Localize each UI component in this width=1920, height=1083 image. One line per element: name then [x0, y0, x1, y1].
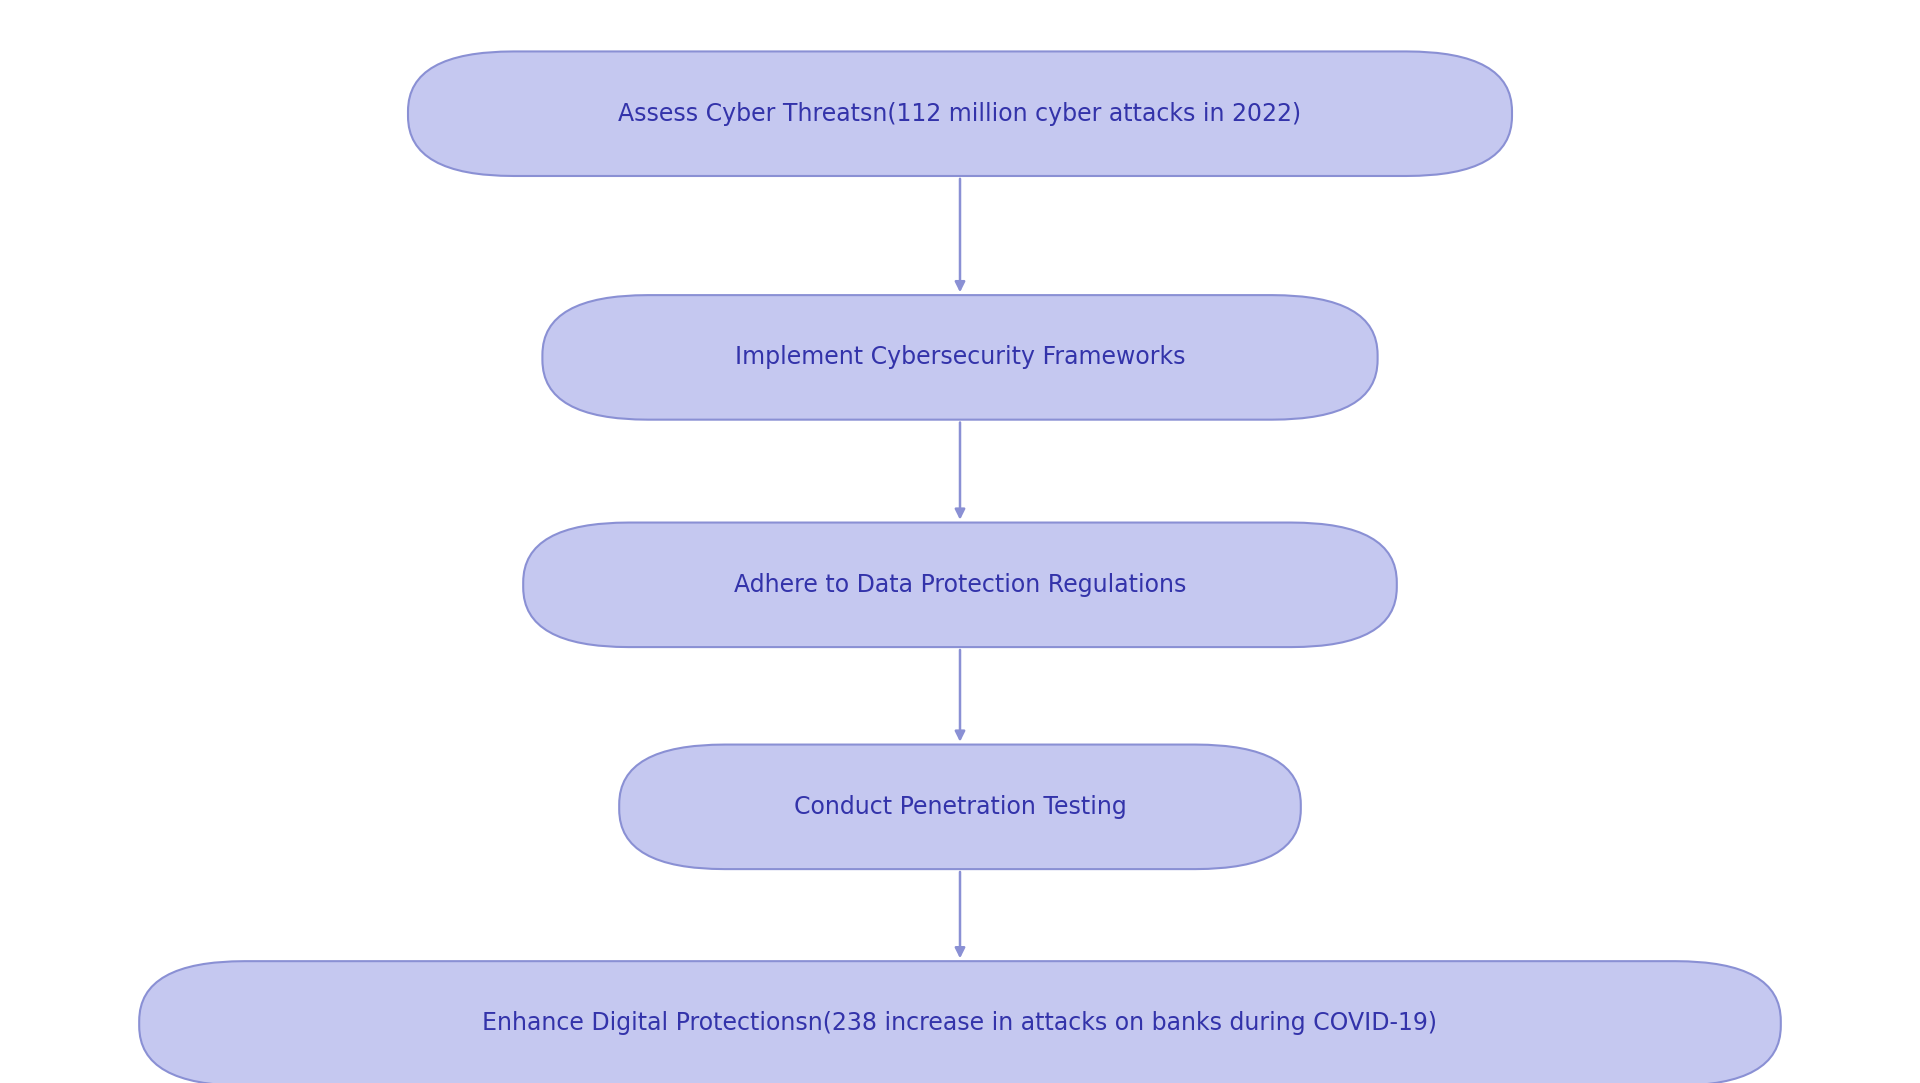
Text: Assess Cyber Threatsn(112 million cyber attacks in 2022): Assess Cyber Threatsn(112 million cyber …	[618, 102, 1302, 126]
FancyBboxPatch shape	[409, 51, 1513, 175]
Text: Adhere to Data Protection Regulations: Adhere to Data Protection Regulations	[733, 573, 1187, 597]
FancyBboxPatch shape	[541, 295, 1379, 419]
FancyBboxPatch shape	[618, 745, 1302, 869]
FancyBboxPatch shape	[522, 522, 1398, 647]
Text: Conduct Penetration Testing: Conduct Penetration Testing	[793, 795, 1127, 819]
Text: Enhance Digital Protectionsn(238 increase in attacks on banks during COVID-19): Enhance Digital Protectionsn(238 increas…	[482, 1012, 1438, 1035]
Text: Implement Cybersecurity Frameworks: Implement Cybersecurity Frameworks	[735, 345, 1185, 369]
FancyBboxPatch shape	[140, 962, 1782, 1083]
